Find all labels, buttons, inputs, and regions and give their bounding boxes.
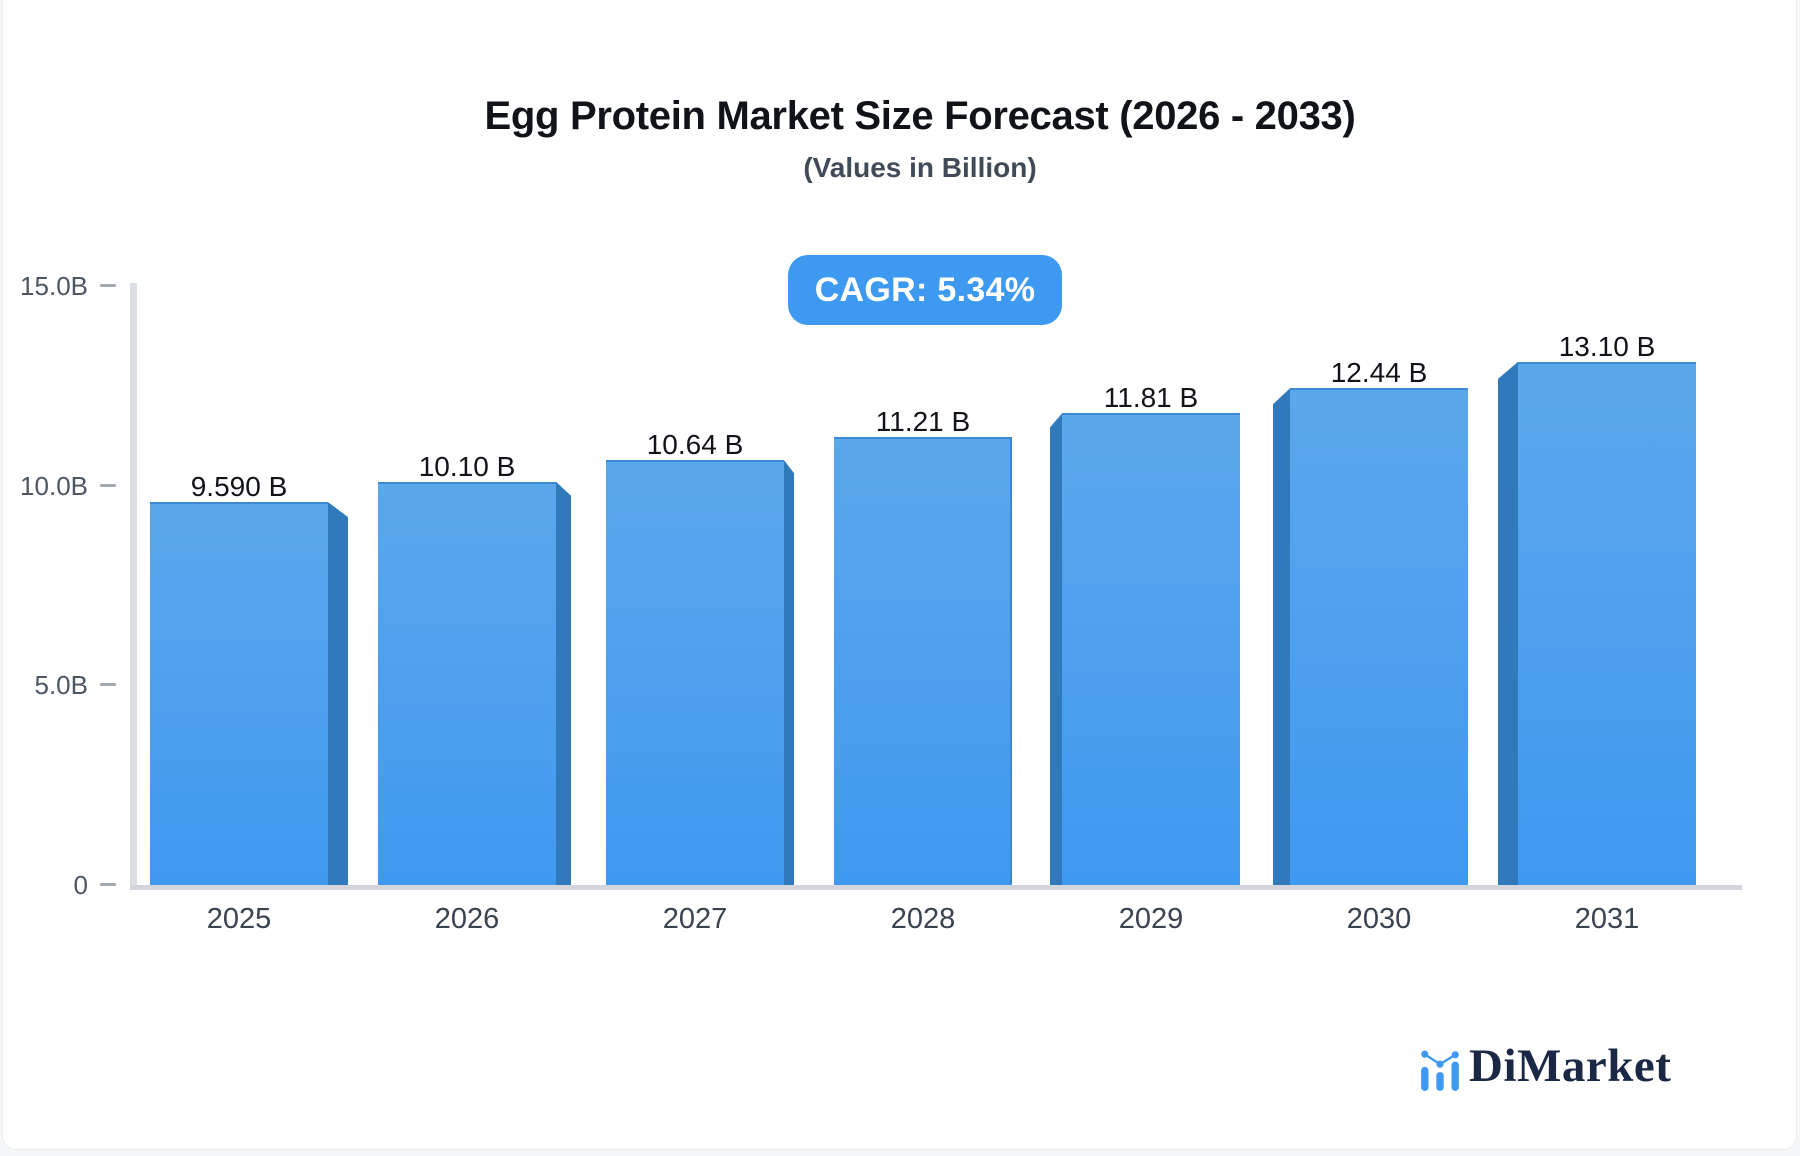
bar-value-label: 9.590 B [190, 471, 288, 503]
bar-value-label: 10.10 B [418, 450, 516, 482]
bar-side-face [784, 460, 794, 885]
x-tick-label: 2026 [434, 903, 500, 935]
bar [1290, 388, 1468, 885]
bar-side-face [1050, 413, 1062, 885]
y-axis-line [130, 283, 137, 890]
bar-side-face [556, 481, 571, 885]
bar [606, 460, 784, 885]
bar [1062, 413, 1240, 885]
y-tick-label: 15.0B [20, 271, 88, 302]
cagr-badge: CAGR: 5.34% [788, 255, 1062, 325]
bar [150, 502, 328, 885]
x-tick-label: 2031 [1574, 903, 1640, 935]
bar-side-face [328, 502, 348, 885]
y-tick-label: 5.0B [34, 670, 89, 701]
y-tick-mark [100, 883, 116, 886]
y-tick-mark [100, 284, 116, 288]
bar-value-label: 11.21 B [875, 406, 971, 438]
y-tick-mark [100, 683, 116, 687]
y-tick-mark [100, 483, 116, 487]
x-tick-label: 2027 [662, 903, 728, 935]
x-axis-line [130, 885, 1742, 890]
bar [834, 437, 1012, 885]
chart-subtitle: (Values in Billion) [803, 152, 1037, 183]
x-tick-label: 2025 [206, 903, 272, 935]
bar-value-label: 11.81 B [1103, 382, 1199, 414]
y-tick-label: 0 [73, 870, 88, 900]
bar-side-face [1273, 388, 1290, 885]
x-tick-label: 2028 [890, 903, 956, 935]
bar-side-face [1498, 361, 1518, 885]
bar-value-label: 10.64 B [646, 429, 744, 461]
bar [378, 481, 556, 885]
y-tick-label: 10.0B [20, 470, 88, 501]
dimarket-logo: DiMarket [1420, 1036, 1671, 1096]
dimarket-logo-text: DiMarket [1469, 1040, 1672, 1092]
bar-value-label: 12.44 B [1330, 357, 1428, 389]
bar-value-label: 13.10 B [1558, 330, 1656, 362]
chart-title: Egg Protein Market Size Forecast (2026 -… [484, 94, 1356, 138]
dimarket-logo-icon [1421, 1050, 1459, 1091]
bar [1518, 361, 1696, 885]
x-tick-label: 2029 [1118, 903, 1184, 935]
x-tick-label: 2030 [1346, 903, 1412, 935]
